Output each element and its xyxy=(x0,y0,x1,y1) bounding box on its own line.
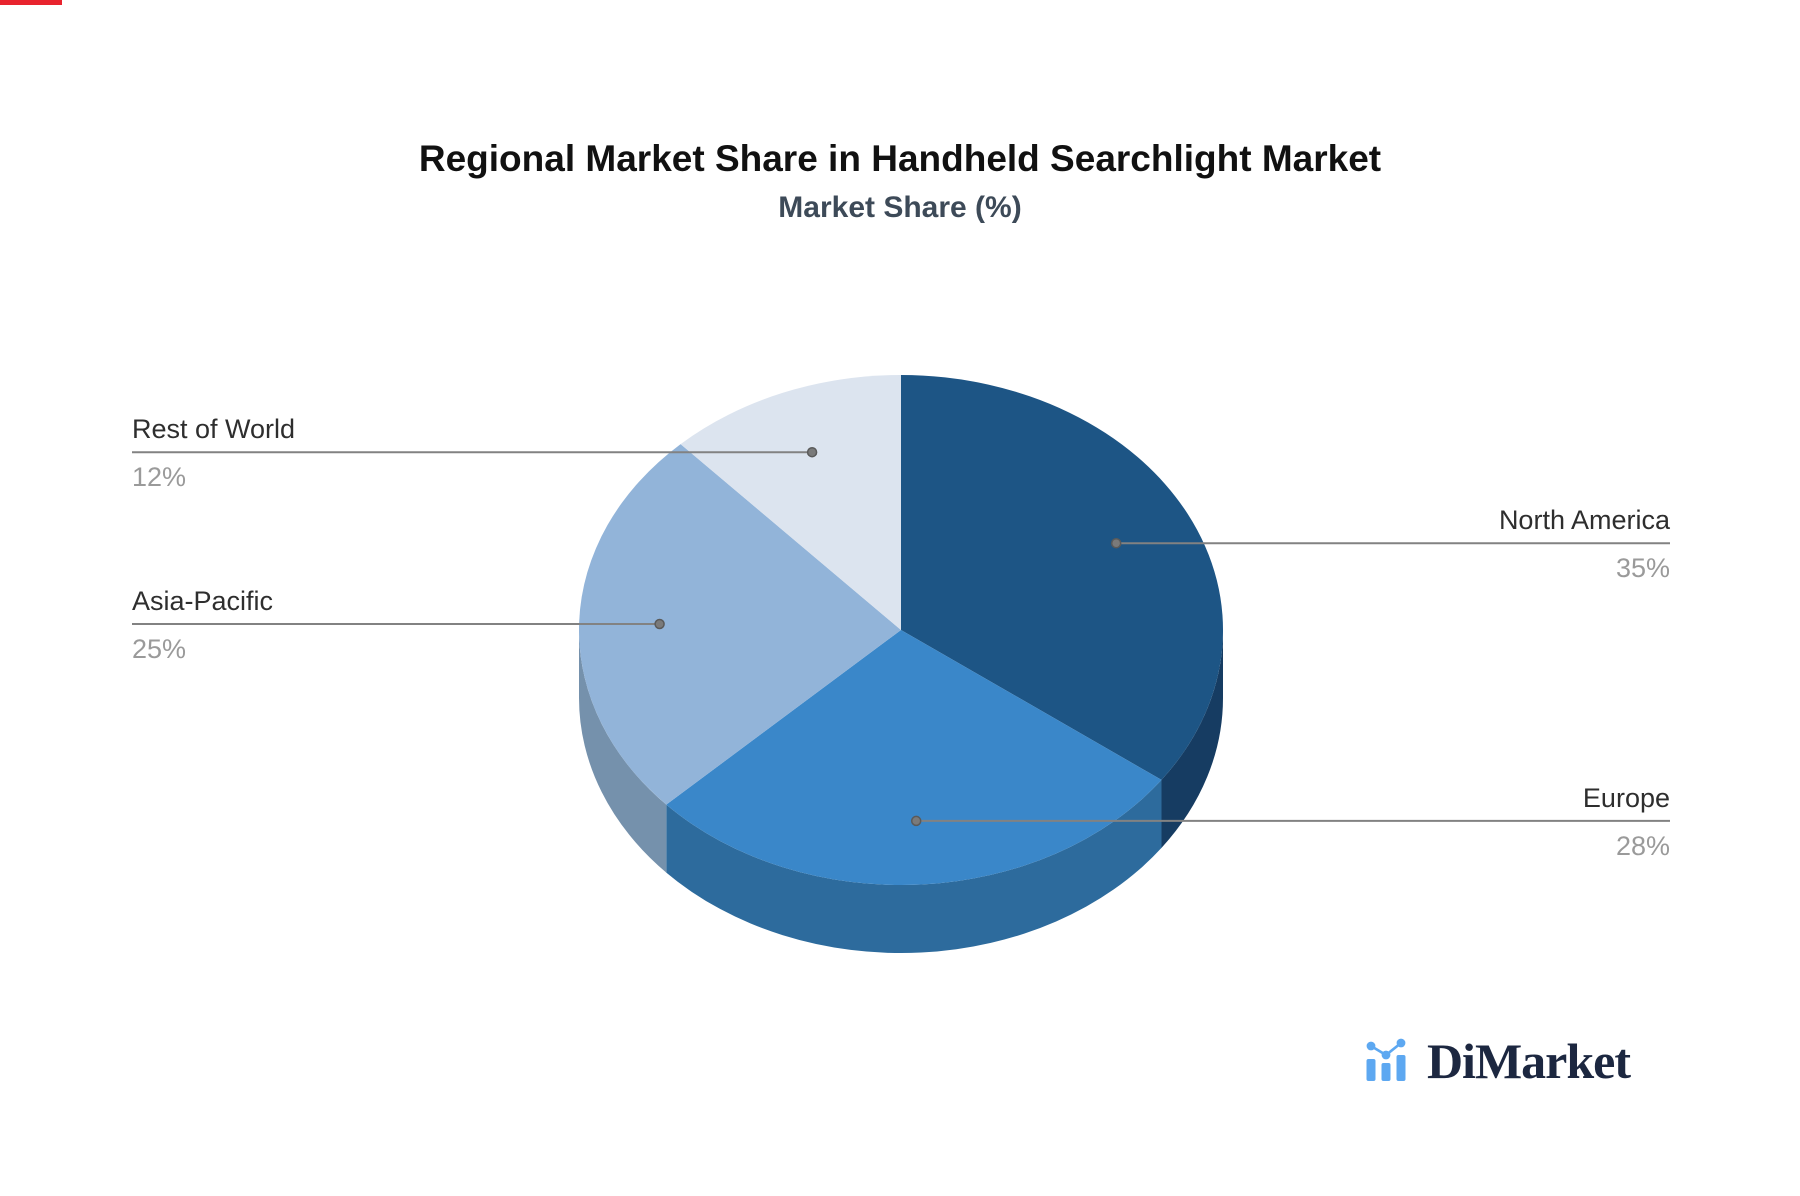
chart-subtitle: Market Share (%) xyxy=(778,191,1022,224)
leader-dot-north-america xyxy=(1110,537,1122,549)
dimarket-logo: DiMarket xyxy=(1366,1033,1631,1089)
pie-slice-side-asia-pacific xyxy=(579,630,667,873)
callout-value-north-america: 35% xyxy=(1615,553,1670,584)
callout-value-rest-of-world: 12% xyxy=(132,462,187,493)
leader-dot-rest-of-world xyxy=(806,446,818,458)
callout-value-europe: 28% xyxy=(1615,830,1670,861)
leader-dot-europe xyxy=(910,815,922,827)
pie-slice-side-north-america xyxy=(1161,630,1224,848)
pie-slice-north-america[interactable] xyxy=(901,375,1224,780)
pie-slice-rest-of-world[interactable] xyxy=(680,375,901,630)
pie-slice-side-europe xyxy=(666,779,1162,954)
top-left-red-marker xyxy=(0,0,62,5)
callout-label-europe: Europe xyxy=(1582,782,1670,813)
dimarket-logo-icon xyxy=(1366,1038,1406,1081)
callout-label-rest-of-world: Rest of World xyxy=(132,414,296,445)
pie-slice-asia-pacific[interactable] xyxy=(578,444,901,805)
dimarket-logo-text: DiMarket xyxy=(1426,1033,1631,1089)
chart-title: Regional Market Share in Handheld Search… xyxy=(418,138,1382,179)
callout-label-north-america: North America xyxy=(1498,505,1670,536)
leader-dot-asia-pacific xyxy=(654,618,665,630)
callout-value-asia-pacific: 25% xyxy=(132,633,187,664)
callout-label-asia-pacific: Asia-Pacific xyxy=(132,585,274,616)
